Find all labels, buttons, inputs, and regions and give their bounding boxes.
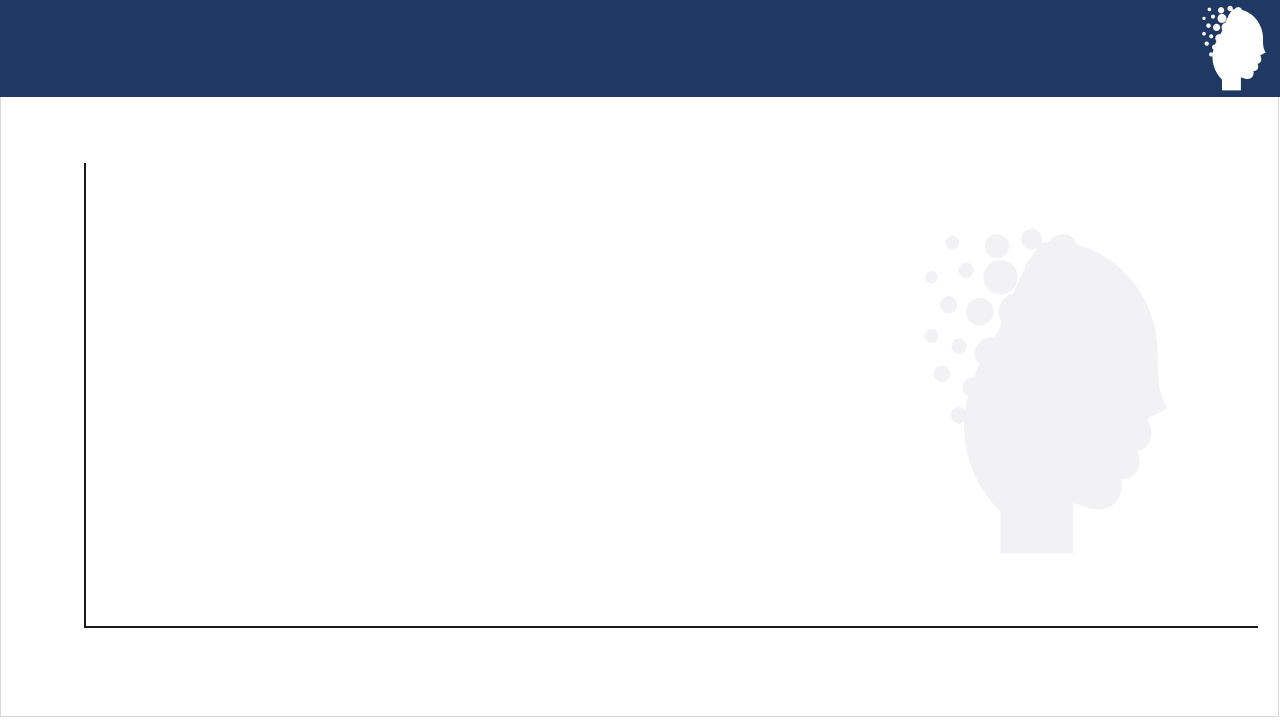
page-border — [0, 97, 1279, 717]
header-bar — [0, 0, 1280, 97]
watermark-head-profile-icon — [924, 228, 1168, 554]
x-axis-line — [84, 626, 1258, 628]
wise-guy-reports-logo — [1179, 4, 1268, 94]
head-profile-icon — [1202, 5, 1266, 90]
y-axis-line — [84, 163, 86, 628]
